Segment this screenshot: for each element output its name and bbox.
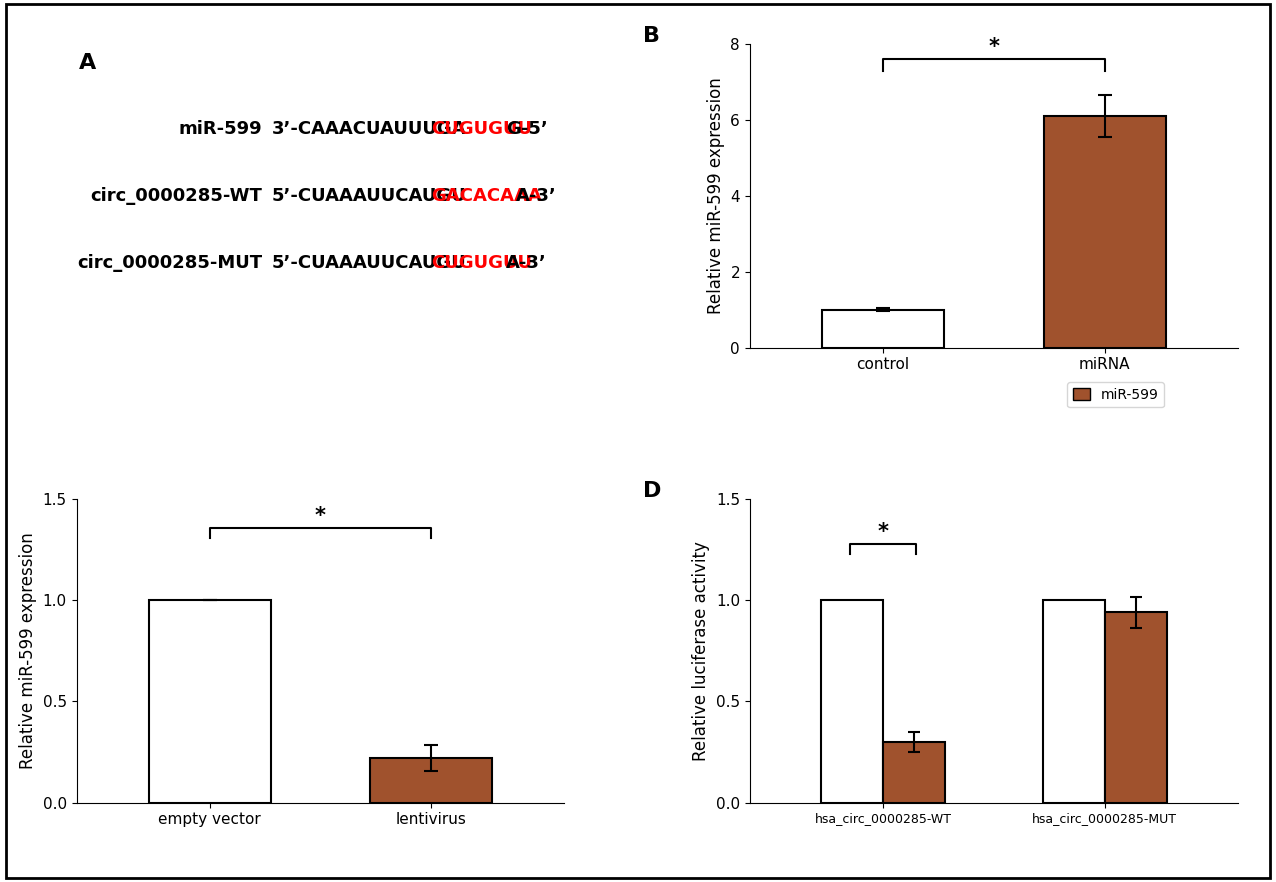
- Text: circ_0000285-MUT: circ_0000285-MUT: [77, 253, 262, 272]
- Text: B: B: [643, 26, 660, 46]
- Text: CUGUGUU: CUGUGUU: [431, 253, 532, 272]
- Bar: [1042, 601, 1105, 803]
- Text: 5’-CUAAAUUCAUGU: 5’-CUAAAUUCAUGU: [272, 187, 467, 205]
- Text: G-5’: G-5’: [505, 120, 547, 138]
- Bar: [1044, 116, 1166, 348]
- Text: D: D: [643, 481, 661, 501]
- Text: A-3’: A-3’: [505, 253, 546, 272]
- Text: CUGUGUU: CUGUGUU: [431, 120, 532, 138]
- Bar: [370, 759, 493, 803]
- Text: *: *: [315, 505, 325, 526]
- Bar: [822, 310, 944, 348]
- Text: miR-599: miR-599: [179, 120, 262, 138]
- Bar: [883, 742, 946, 803]
- Bar: [1105, 612, 1166, 803]
- Bar: [820, 601, 883, 803]
- Y-axis label: Relative luciferase activity: Relative luciferase activity: [693, 541, 711, 761]
- Text: GACACAAA: GACACAAA: [431, 187, 542, 205]
- Text: 5’-CUAAAUUCAUGU: 5’-CUAAAUUCAUGU: [272, 253, 467, 272]
- Legend: miR-599: miR-599: [1067, 382, 1164, 407]
- Text: *: *: [878, 521, 888, 542]
- Bar: [148, 601, 271, 803]
- Text: A: A: [79, 53, 96, 73]
- Text: 3’-CAAACUAUUUGA: 3’-CAAACUAUUUGA: [272, 120, 466, 138]
- Text: A-3’: A-3’: [517, 187, 558, 205]
- Text: circ_0000285-WT: circ_0000285-WT: [91, 187, 262, 205]
- Text: *: *: [989, 37, 999, 57]
- Y-axis label: Relative miR-599 expression: Relative miR-599 expression: [19, 533, 37, 769]
- Y-axis label: Relative miR-599 expression: Relative miR-599 expression: [707, 78, 725, 314]
